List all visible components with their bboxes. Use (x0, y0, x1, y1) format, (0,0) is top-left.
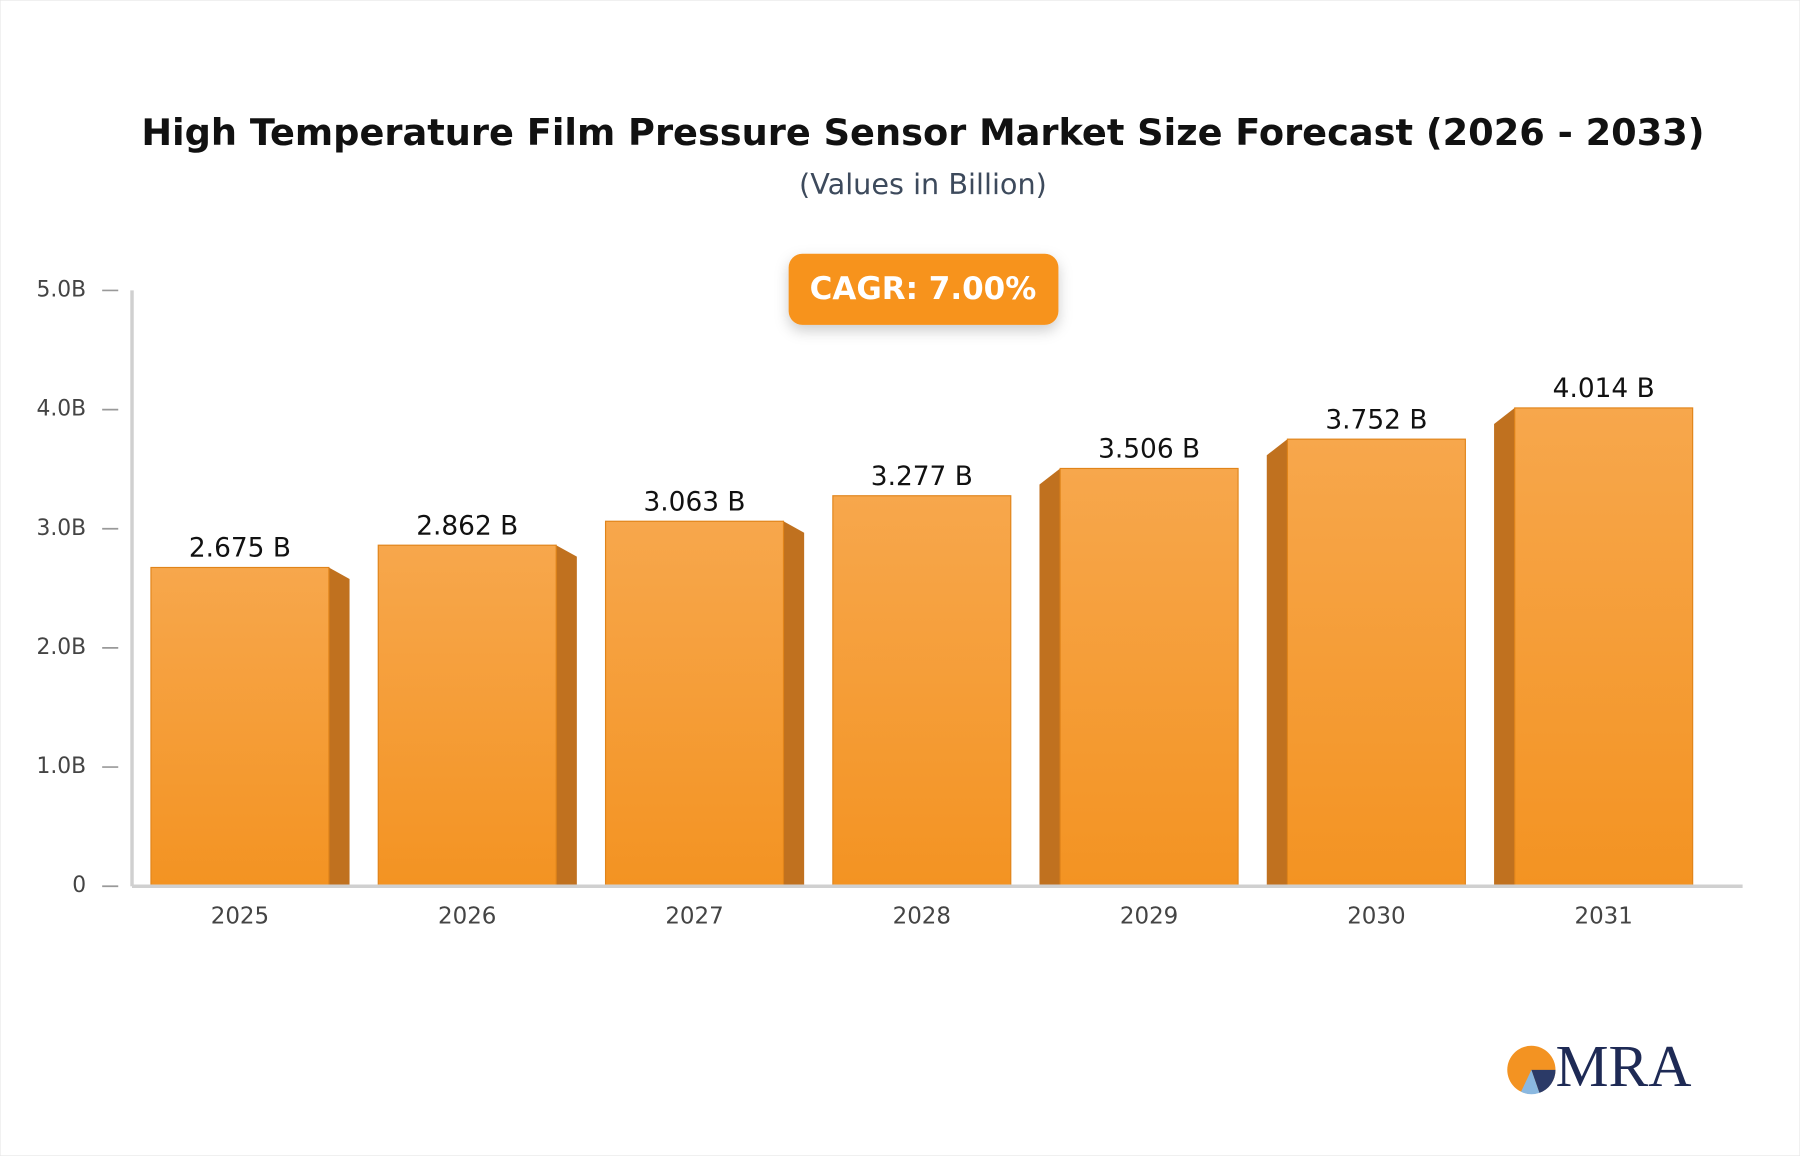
y-tick-label: 0 (72, 873, 86, 898)
logo-text: MRA (1555, 1033, 1691, 1099)
y-tick-label: 2.0B (36, 635, 86, 660)
cagr-label: CAGR: 7.00% (810, 271, 1037, 307)
y-tick-label: 3.0B (36, 516, 86, 541)
value-label: 3.752 B (1325, 404, 1427, 435)
x-tick-label: 2030 (1347, 904, 1405, 930)
value-label: 3.063 B (643, 486, 745, 517)
plot: 0 1.0B 2.0B 3.0B 4.0B 5.0B 2.675 B 2025 2.862 B 2… (36, 277, 1743, 930)
value-label: 2.675 B (189, 533, 291, 564)
cagr-badge (788, 253, 1059, 325)
value-label: 3.506 B (1098, 434, 1200, 465)
y-tick-label: 1.0B (36, 754, 86, 779)
chart-subtitle: (Values in Billion) (799, 167, 1047, 201)
x-tick-label: 2031 (1575, 904, 1633, 930)
logo-icon-slice (1521, 1069, 1540, 1095)
value-label: 2.862 B (416, 510, 518, 541)
bar (377, 544, 557, 887)
x-tick-label: 2025 (211, 904, 269, 930)
bar (604, 520, 785, 887)
x-tick-label: 2029 (1120, 904, 1178, 930)
bar (1059, 467, 1239, 887)
x-tick-label: 2028 (893, 904, 951, 930)
x-tick-label: 2027 (665, 904, 723, 930)
bar-side (556, 545, 577, 887)
bar (1286, 438, 1466, 887)
x-tick-label: 2026 (438, 904, 496, 930)
bar-side (783, 521, 805, 887)
bar-side (328, 567, 350, 887)
y-tick-label: 4.0B (36, 397, 86, 422)
bar-side (1494, 407, 1515, 887)
value-label: 3.277 B (871, 461, 973, 492)
chart-title: High Temperature Film Pressure Sensor Ma… (141, 111, 1704, 154)
logo: MRA (1507, 1033, 1691, 1099)
bar (1514, 407, 1694, 887)
y-tick-label: 5.0B (36, 277, 86, 302)
value-label: 4.014 B (1553, 373, 1655, 404)
bar-side (1039, 468, 1061, 887)
bar (150, 566, 330, 887)
bar (832, 495, 1012, 887)
logo-icon-slice (1531, 1069, 1556, 1093)
bar-side (1266, 439, 1288, 887)
